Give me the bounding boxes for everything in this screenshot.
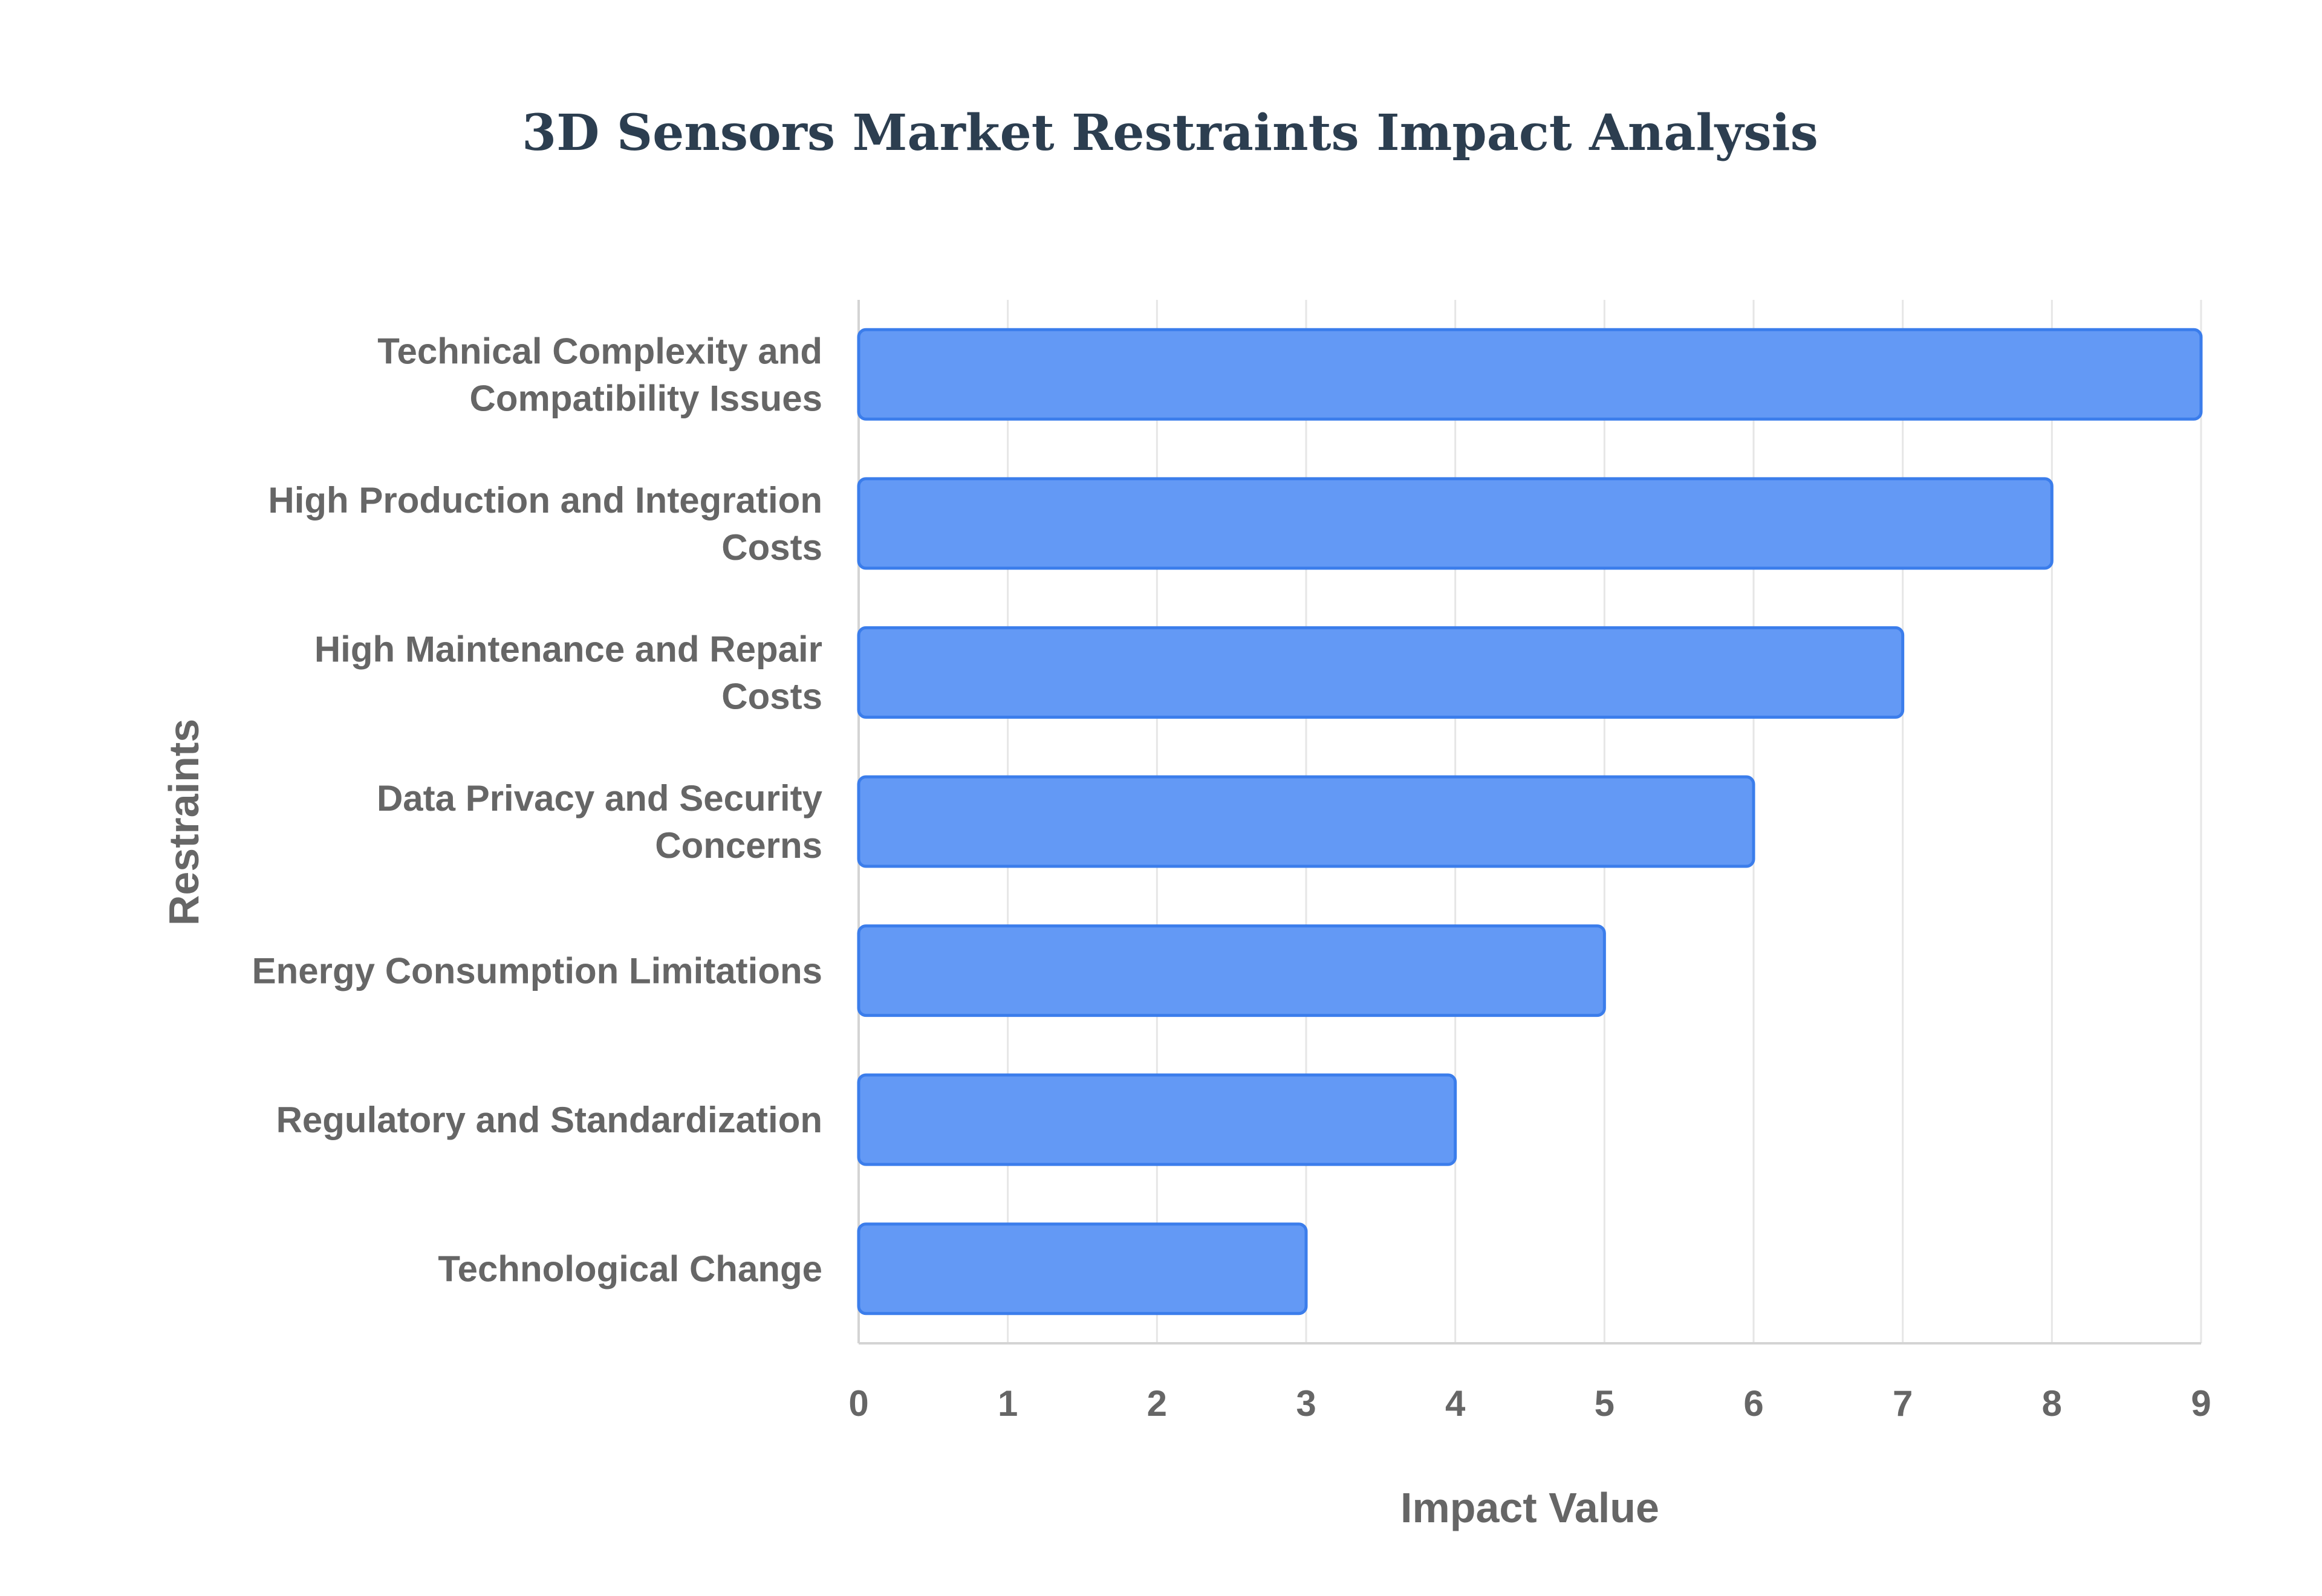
y-category-label: Technical Complexity and Compatibility Is… — [377, 331, 822, 418]
x-tick-label: 6 — [1743, 1383, 1763, 1424]
x-tick-label: 2 — [1147, 1383, 1167, 1424]
x-tick-label: 4 — [1445, 1383, 1466, 1424]
x-tick-label: 9 — [2191, 1383, 2211, 1424]
x-tick-label: 0 — [848, 1383, 868, 1424]
bar — [857, 328, 2203, 421]
y-category-label: High Maintenance and Repair Costs — [314, 629, 822, 716]
x-tick-label: 5 — [1595, 1383, 1615, 1424]
x-tick-labels: 0 1 2 3 4 5 6 7 8 9 — [848, 1383, 2211, 1424]
x-axis-label: Impact Value — [1400, 1484, 1659, 1531]
x-tick-label: 8 — [2042, 1383, 2062, 1424]
y-category-label: Regulatory and Standardization — [276, 1100, 822, 1140]
y-category-label: Energy Consumption Limitations — [252, 951, 822, 991]
y-category-label: Technological Change — [438, 1249, 822, 1289]
bar — [857, 626, 1905, 719]
x-tick-label: 7 — [1893, 1383, 1913, 1424]
x-tick-label: 3 — [1296, 1383, 1316, 1424]
bar — [857, 775, 1755, 868]
x-tick-label: 1 — [998, 1383, 1018, 1424]
y-axis-label: Restraints — [160, 719, 207, 926]
y-category-label: High Production and Integration Costs — [268, 480, 822, 568]
bar — [857, 1222, 1308, 1315]
y-category-labels: Technical Complexity and Compatibility Is… — [252, 331, 823, 1289]
y-category-label: Data Privacy and Security Concerns — [377, 778, 823, 866]
bar — [857, 477, 2054, 570]
chart-title: 3D Sensors Market Restraints Impact Anal… — [522, 104, 1818, 162]
bar — [857, 1073, 1457, 1166]
bars — [857, 328, 2203, 1315]
bar — [857, 924, 1606, 1017]
